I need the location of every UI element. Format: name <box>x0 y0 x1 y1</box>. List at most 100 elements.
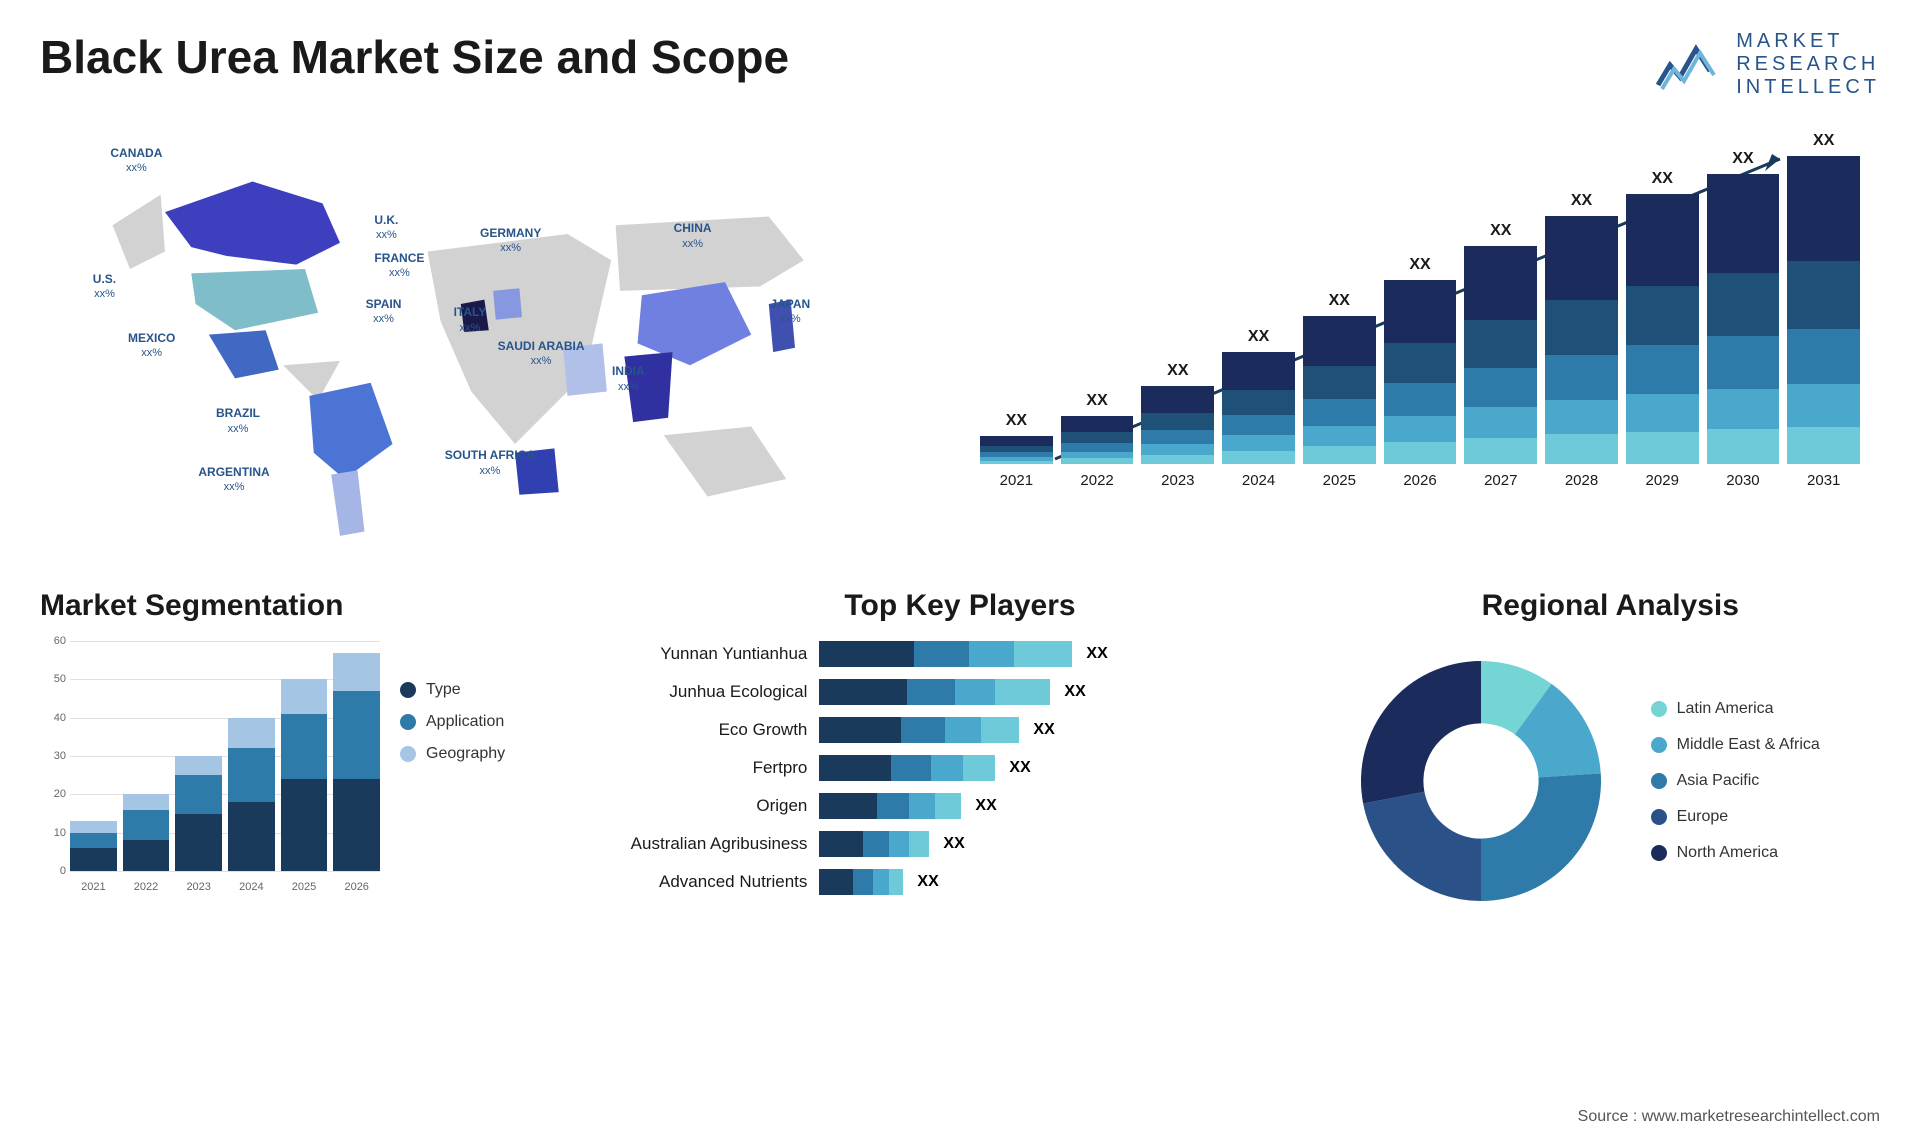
logo-line1: MARKET <box>1736 30 1880 53</box>
seg-bar <box>70 821 117 871</box>
map-region-usa <box>191 269 318 330</box>
segmentation-chart: 0102030405060 202120222023202420252026 <box>40 641 380 901</box>
segmentation-panel: Market Segmentation 0102030405060 202120… <box>40 589 579 921</box>
bar-value-label: XX <box>1813 132 1834 150</box>
forecast-bar: XX 2028 <box>1545 192 1618 489</box>
forecast-bar: XX 2026 <box>1384 256 1457 489</box>
map-region-mexico <box>209 330 279 378</box>
seg-year-label: 2025 <box>281 881 328 893</box>
map-label: SPAINxx% <box>366 297 402 327</box>
player-row: Eco Growth XX <box>609 717 1310 743</box>
bar-year-label: 2027 <box>1484 472 1517 489</box>
player-value-label: XX <box>917 873 938 891</box>
legend-item: Asia Pacific <box>1651 772 1820 790</box>
legend-item: Geography <box>400 745 505 763</box>
seg-bar <box>175 756 222 871</box>
forecast-bar: XX 2031 <box>1787 132 1860 489</box>
player-row: Australian Agribusiness XX <box>609 831 1310 857</box>
map-label: JAPANxx% <box>770 297 810 327</box>
player-name: Fertpro <box>609 758 819 778</box>
donut-slice <box>1361 661 1481 803</box>
map-label: U.S.xx% <box>93 272 116 302</box>
regional-donut <box>1341 641 1621 921</box>
map-label: BRAZILxx% <box>216 406 260 436</box>
map-region-canada <box>165 182 340 265</box>
bar-year-label: 2021 <box>1000 472 1033 489</box>
seg-year-label: 2023 <box>175 881 222 893</box>
bar-value-label: XX <box>1329 292 1350 310</box>
legend-item: Europe <box>1651 808 1820 826</box>
map-label: INDIAxx% <box>612 364 645 394</box>
bar-year-label: 2025 <box>1323 472 1356 489</box>
bar-year-label: 2026 <box>1403 472 1436 489</box>
bar-value-label: XX <box>1652 170 1673 188</box>
logo-icon <box>1652 35 1724 95</box>
bar-year-label: 2023 <box>1161 472 1194 489</box>
player-value-label: XX <box>1064 683 1085 701</box>
player-value-label: XX <box>943 835 964 853</box>
player-value-label: XX <box>1033 721 1054 739</box>
player-row: Junhua Ecological XX <box>609 679 1310 705</box>
forecast-bar: XX2022 <box>1061 392 1134 489</box>
players-title: Top Key Players <box>609 589 1310 623</box>
player-name: Australian Agribusiness <box>609 834 819 854</box>
player-value-label: XX <box>975 797 996 815</box>
regional-legend: Latin AmericaMiddle East & AfricaAsia Pa… <box>1651 700 1820 862</box>
bar-year-label: 2030 <box>1726 472 1759 489</box>
map-region-germany <box>493 288 522 320</box>
bar-year-label: 2024 <box>1242 472 1275 489</box>
map-label: MEXICOxx% <box>128 331 175 361</box>
seg-year-label: 2021 <box>70 881 117 893</box>
bar-year-label: 2028 <box>1565 472 1598 489</box>
map-label: GERMANYxx% <box>480 226 541 256</box>
regional-title: Regional Analysis <box>1341 589 1880 623</box>
forecast-bar: XX 2030 <box>1707 150 1780 489</box>
player-value-label: XX <box>1086 645 1107 663</box>
forecast-bar: XX2023 <box>1141 362 1214 489</box>
bar-value-label: XX <box>1086 392 1107 410</box>
player-row: Yunnan Yuntianhua XX <box>609 641 1310 667</box>
forecast-bar: XX 2025 <box>1303 292 1376 489</box>
map-region-china <box>638 282 752 365</box>
player-name: Advanced Nutrients <box>609 872 819 892</box>
donut-slice <box>1363 792 1481 901</box>
seg-bar <box>228 718 275 871</box>
legend-item: Latin America <box>1651 700 1820 718</box>
page-title: Black Urea Market Size and Scope <box>40 30 789 84</box>
player-name: Yunnan Yuntianhua <box>609 644 819 664</box>
player-row: Fertpro XX <box>609 755 1310 781</box>
donut-slice <box>1481 773 1601 901</box>
players-chart: Yunnan YuntianhuaXXJunhua EcologicalXXEc… <box>609 641 1310 895</box>
map-label: CANADAxx% <box>110 146 162 176</box>
map-label: SOUTH AFRICAxx% <box>445 448 535 478</box>
regional-panel: Regional Analysis Latin AmericaMiddle Ea… <box>1341 589 1880 921</box>
bar-value-label: XX <box>1409 256 1430 274</box>
forecast-bar: XX 2024 <box>1222 328 1295 489</box>
world-map: CANADAxx%U.S.xx%MEXICOxx%BRAZILxx%ARGENT… <box>40 129 920 549</box>
map-label: SAUDI ARABIAxx% <box>498 339 585 369</box>
forecast-bar: XX2027 <box>1464 222 1537 489</box>
brand-logo: MARKET RESEARCH INTELLECT <box>1652 30 1880 99</box>
bar-value-label: XX <box>1006 412 1027 430</box>
forecast-bar: XX 2021 <box>980 412 1053 489</box>
bar-value-label: XX <box>1248 328 1269 346</box>
source-text: Source : www.marketresearchintellect.com <box>1578 1108 1880 1126</box>
map-region-argentina <box>331 470 364 536</box>
bar-value-label: XX <box>1571 192 1592 210</box>
bar-year-label: 2031 <box>1807 472 1840 489</box>
legend-item: Type <box>400 681 505 699</box>
legend-item: North America <box>1651 844 1820 862</box>
seg-year-label: 2026 <box>333 881 380 893</box>
logo-line2: RESEARCH <box>1736 53 1880 76</box>
bar-value-label: XX <box>1732 150 1753 168</box>
logo-line3: INTELLECT <box>1736 76 1880 99</box>
seg-year-label: 2024 <box>228 881 275 893</box>
map-label: ITALYxx% <box>454 305 487 335</box>
map-label: FRANCExx% <box>374 251 424 281</box>
player-name: Junhua Ecological <box>609 682 819 702</box>
map-region-brazil <box>309 383 392 479</box>
player-value-label: XX <box>1009 759 1030 777</box>
player-name: Eco Growth <box>609 720 819 740</box>
seg-bar <box>281 679 328 871</box>
map-label: U.K.xx% <box>374 213 398 243</box>
